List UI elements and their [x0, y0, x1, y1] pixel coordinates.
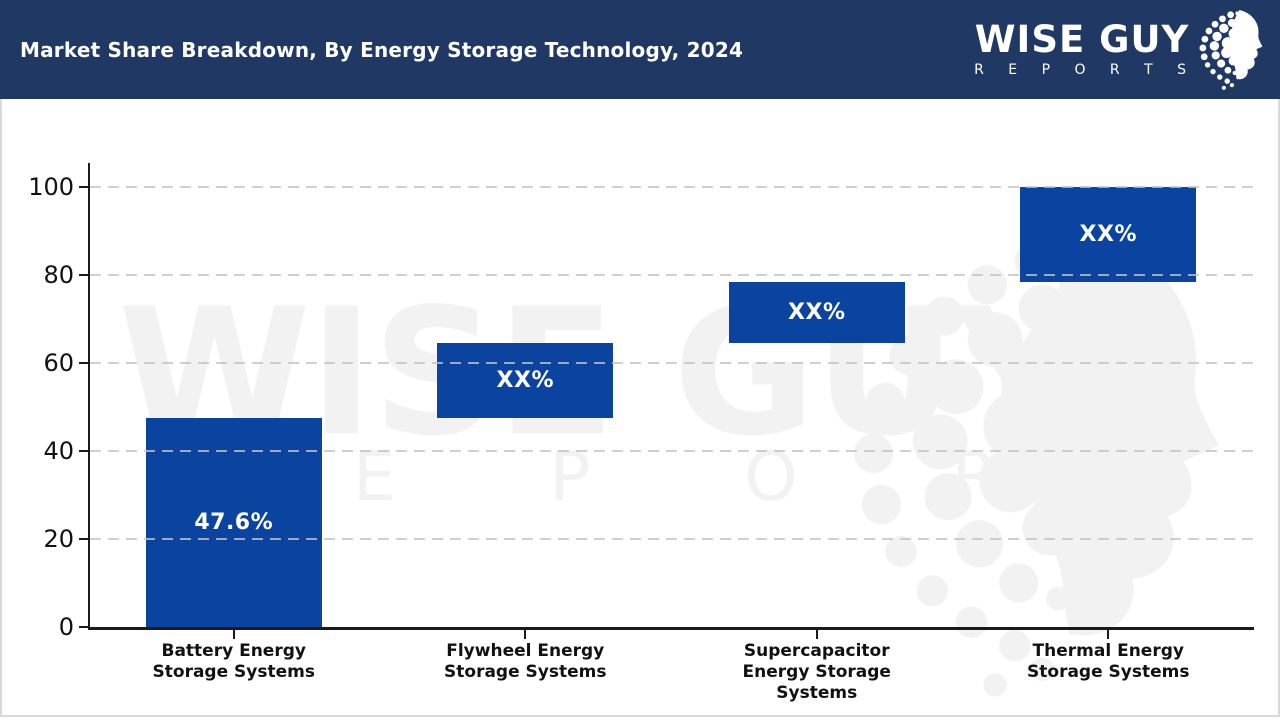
y-tick-label: 20	[43, 525, 74, 553]
x-axis-line	[88, 627, 1254, 630]
x-category-label: Battery Energy Storage Systems	[152, 641, 315, 682]
plot-card: WISE GUY R E P O R T S 02040608010047.6%…	[0, 99, 1280, 717]
y-tick-label: 40	[43, 437, 74, 465]
bar-value-label: XX%	[788, 300, 846, 326]
x-category-label: Flywheel Energy Storage Systems	[444, 641, 607, 682]
y-axis-tick	[79, 274, 88, 276]
chart-title: Market Share Breakdown, By Energy Storag…	[20, 37, 744, 62]
bar-3: XX%	[728, 282, 905, 343]
y-tick-label: 100	[28, 173, 74, 201]
bar-value-label: XX%	[1079, 222, 1137, 248]
y-axis-tick	[79, 450, 88, 452]
brand-subtitle: R E P O R T S	[974, 62, 1196, 78]
header: Market Share Breakdown, By Energy Storag…	[0, 0, 1280, 99]
y-axis-tick	[79, 626, 88, 628]
brand-logo: WISE GUY R E P O R T S	[974, 6, 1268, 94]
x-category-label: Thermal Energy Storage Systems	[1027, 641, 1190, 682]
gridline	[90, 186, 1254, 188]
gridline	[90, 538, 1254, 540]
x-category-label: Supercapacitor Energy Storage Systems	[742, 641, 891, 703]
brand-name: WISE GUY	[974, 18, 1190, 61]
y-tick-label: 60	[43, 349, 74, 377]
bar-2: XX%	[437, 342, 614, 418]
y-axis-tick	[79, 186, 88, 188]
bar-1: 47.6%	[145, 417, 322, 627]
brand-head-icon	[1196, 8, 1272, 96]
gridline	[90, 274, 1254, 276]
y-tick-label: 80	[43, 261, 74, 289]
y-axis-tick	[79, 362, 88, 364]
x-axis-tick	[232, 630, 235, 639]
y-tick-label: 0	[58, 613, 74, 641]
y-axis-line	[88, 163, 90, 630]
brand-logo-text: WISE GUY R E P O R T S	[968, 18, 1196, 79]
bar-value-label: XX%	[496, 367, 554, 393]
y-axis-tick	[79, 538, 88, 540]
gridline	[90, 362, 1254, 364]
bar-4: XX%	[1020, 187, 1197, 283]
x-axis-tick	[1107, 630, 1110, 639]
gridline	[90, 450, 1254, 452]
bar-value-label: 47.6%	[194, 509, 274, 535]
x-axis-tick	[524, 630, 527, 639]
x-axis-tick	[815, 630, 818, 639]
